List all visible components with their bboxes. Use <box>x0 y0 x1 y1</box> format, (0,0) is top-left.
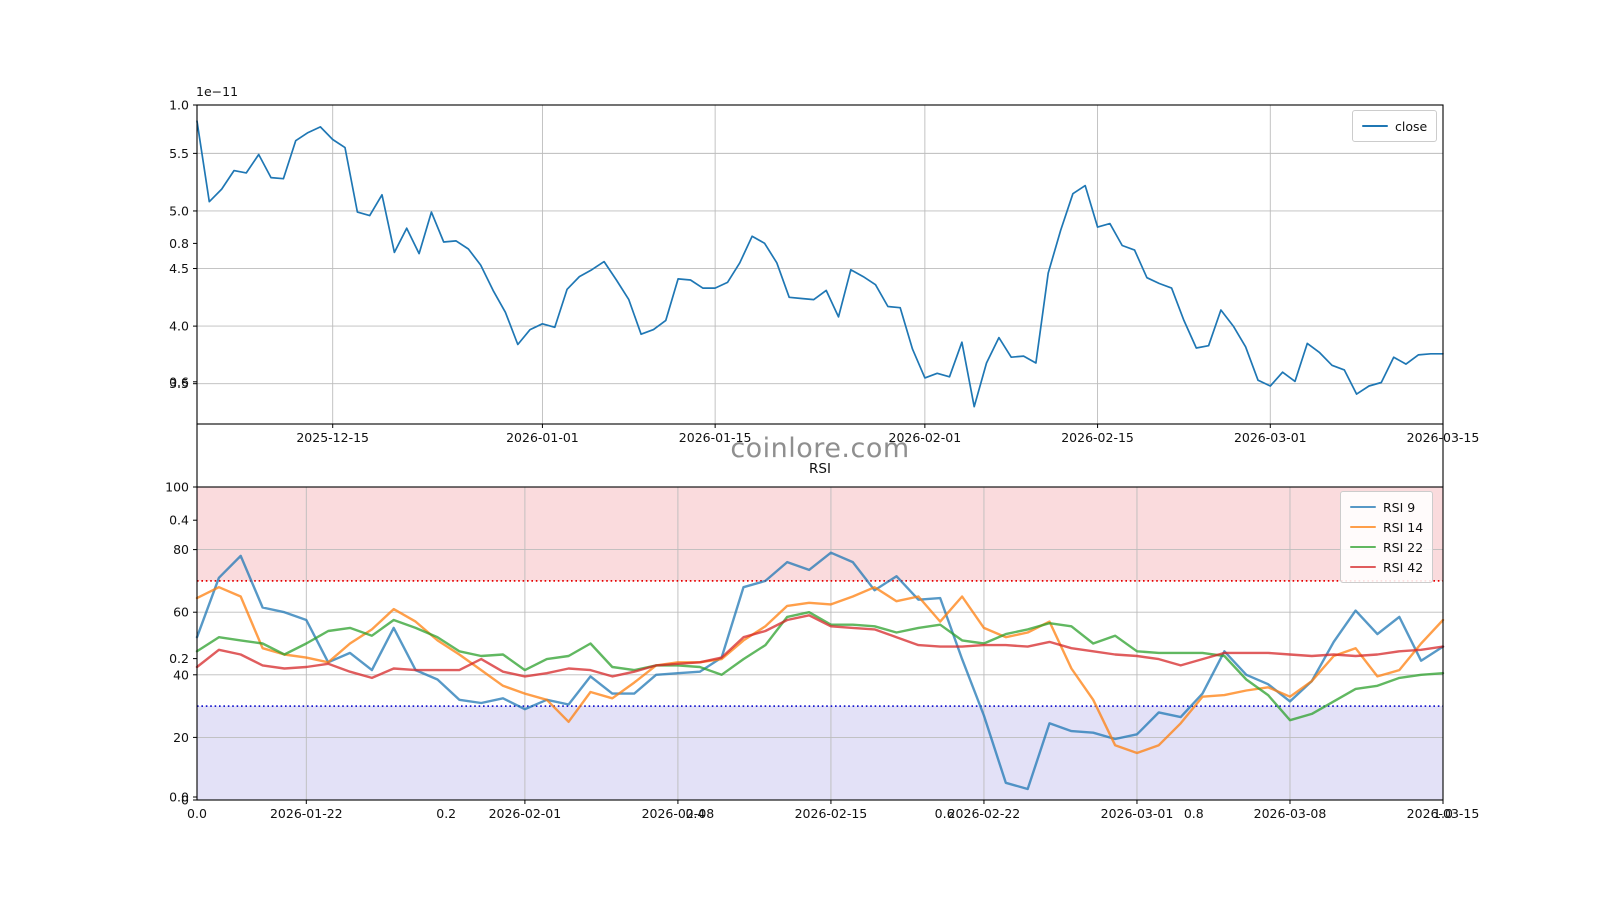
overlay-x-tick-label: 1.0 <box>1433 806 1453 821</box>
rsi-42-line <box>195 614 1445 680</box>
x-tick-label: 2026-02-01 <box>889 430 962 445</box>
legend-line-sample <box>1350 505 1376 509</box>
y-tick-label: 60 <box>173 605 189 620</box>
rsi-legend: RSI 9 RSI 14 RSI 22 RSI 42 <box>1340 491 1434 583</box>
legend-label: RSI 9 <box>1383 499 1416 515</box>
legend-label: RSI 14 <box>1383 519 1424 535</box>
legend-item: RSI 9 <box>1350 497 1423 517</box>
y-axis-offset-label: 1e−11 <box>196 84 239 99</box>
x-tick-label: 2026-03-01 <box>1101 806 1174 821</box>
legend-label: RSI 22 <box>1383 539 1424 555</box>
watermark: coinlore.com <box>730 433 910 464</box>
x-tick-label: 2026-02-01 <box>489 806 562 821</box>
price-axes-frame <box>196 104 1444 425</box>
y-tick-label: 4.0 <box>169 319 189 334</box>
legend-line-sample <box>1350 545 1376 549</box>
legend-label: close <box>1395 118 1428 134</box>
overlay-y-tick-label: 1.0 <box>169 98 189 113</box>
overlay-y-tick-label: 0.0 <box>169 790 189 805</box>
overlay-y-tick-label: 0.6 <box>169 374 189 389</box>
overlay-x-tick-label: 0.4 <box>685 806 705 821</box>
x-tick-label: 2026-03-01 <box>1234 430 1307 445</box>
overlay-y-tick-label: 0.4 <box>169 513 189 528</box>
close-line <box>196 120 1444 408</box>
y-tick-label: 20 <box>173 730 189 745</box>
x-tick-label: 2026-02-22 <box>948 806 1021 821</box>
rsi-chart-title: RSI <box>809 461 831 477</box>
x-tick-label: 2026-03-08 <box>1254 806 1327 821</box>
x-tick-label: 2025-12-15 <box>296 430 369 445</box>
x-tick-label: 2026-01-15 <box>679 430 752 445</box>
legend-line-sample <box>1350 525 1376 529</box>
y-tick-label: 4.5 <box>169 261 189 276</box>
legend-item: close <box>1362 116 1427 136</box>
x-tick-label: 2026-01-01 <box>506 430 579 445</box>
rsi-9-line <box>195 551 1445 791</box>
y-tick-label: 5.0 <box>169 203 189 218</box>
legend-label: RSI 42 <box>1383 559 1424 575</box>
y-tick-label: 0 <box>181 793 189 808</box>
rsi-axes-frame <box>196 486 1444 801</box>
x-tick-label: 2026-02-15 <box>795 806 868 821</box>
rsi-22-line <box>195 611 1445 722</box>
legend-item: RSI 14 <box>1350 517 1423 537</box>
overlay-x-tick-label: 0.0 <box>187 806 207 821</box>
x-tick-label: 2026-03-15 <box>1407 806 1480 821</box>
overlay-x-tick-label: 0.6 <box>935 806 955 821</box>
y-tick-label: 80 <box>173 542 189 557</box>
overlay-y-tick-label: 0.2 <box>169 651 189 666</box>
overlay-y-tick-label: 0.8 <box>169 236 189 251</box>
x-tick-label: 2026-01-22 <box>270 806 343 821</box>
y-tick-label: 3.5 <box>169 376 189 391</box>
y-tick-label: 5.5 <box>169 146 189 161</box>
legend-line-sample <box>1362 124 1388 128</box>
rsi-14-line <box>195 586 1445 755</box>
legend-item: RSI 42 <box>1350 557 1423 577</box>
overlay-x-tick-label: 0.2 <box>436 806 456 821</box>
y-tick-label: 40 <box>173 667 189 682</box>
x-tick-label: 2026-02-15 <box>1061 430 1134 445</box>
legend-line-sample <box>1350 565 1376 569</box>
y-tick-label: 100 <box>165 480 189 495</box>
overlay-x-tick-label: 0.8 <box>1184 806 1204 821</box>
x-tick-label: 2026-02-08 <box>642 806 715 821</box>
price-legend: close <box>1352 110 1438 142</box>
overbought-zone <box>197 487 1443 581</box>
oversold-zone <box>197 706 1443 800</box>
legend-item: RSI 22 <box>1350 537 1423 557</box>
